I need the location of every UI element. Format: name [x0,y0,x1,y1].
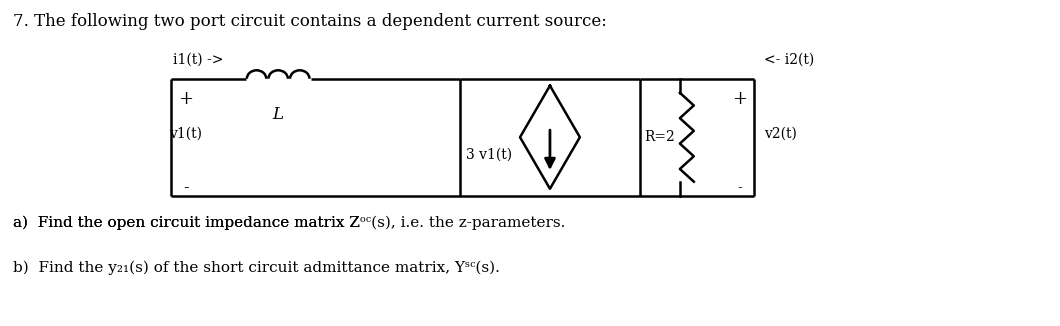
Text: 3 v1(t): 3 v1(t) [466,148,512,162]
Text: v1(t): v1(t) [170,126,202,140]
Text: 7. The following two port circuit contains a dependent current source:: 7. The following two port circuit contai… [14,13,607,30]
Text: a)  Find the open circuit impedance matrix Zᵒᶜ(s), i.e. the z-parameters.: a) Find the open circuit impedance matri… [14,215,566,230]
Text: +: + [732,90,747,108]
Text: R=2: R=2 [644,130,675,144]
Text: a)  Find the open circuit impedance matrix Z: a) Find the open circuit impedance matri… [14,215,360,230]
Text: <- i2(t): <- i2(t) [764,53,815,67]
Text: b)  Find the y₂₁(s) of the short circuit admittance matrix, Yˢᶜ(s).: b) Find the y₂₁(s) of the short circuit … [14,260,500,274]
Text: L: L [272,107,284,124]
Text: i1(t) ->: i1(t) -> [173,53,224,67]
Text: -: - [183,179,189,196]
Text: -: - [737,181,742,195]
Text: v2(t): v2(t) [764,126,797,140]
Text: +: + [178,90,193,108]
